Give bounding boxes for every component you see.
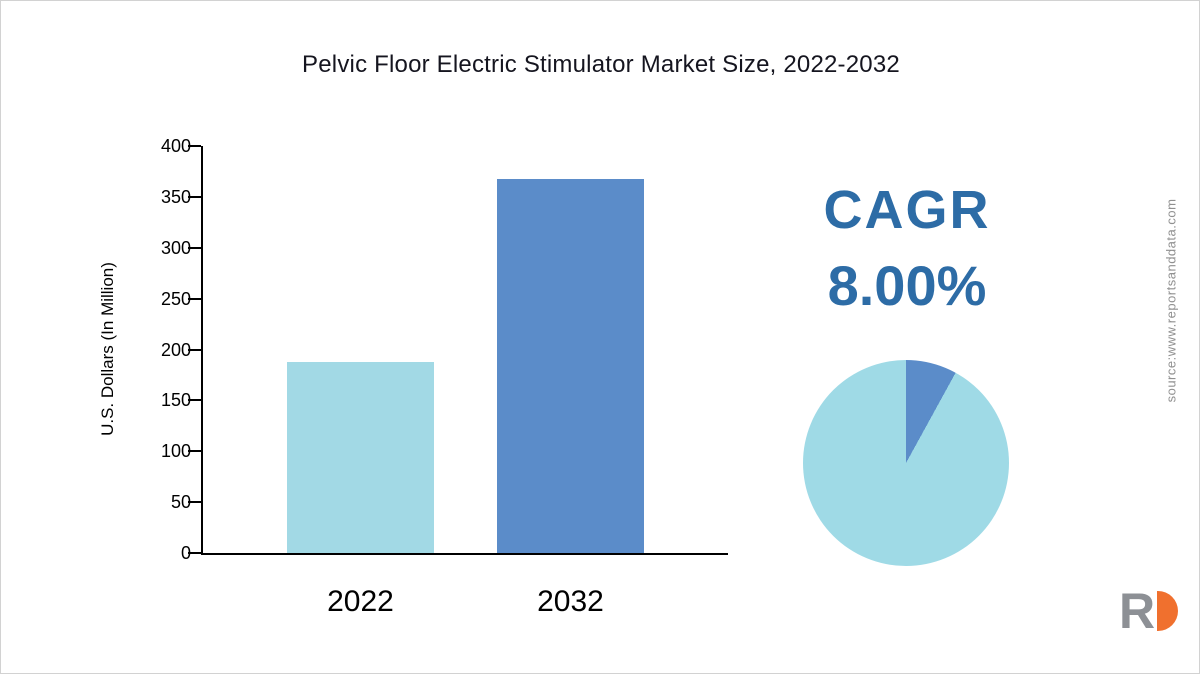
x-axis-label-2032: 2032 bbox=[537, 585, 604, 618]
cagr-block: CAGR 8.00% bbox=[762, 179, 1052, 318]
y-axis-tick-label: 300 bbox=[160, 237, 191, 258]
cagr-value: 8.00% bbox=[827, 254, 987, 317]
y-axis-tick bbox=[188, 297, 201, 300]
y-axis-tick-label: 50 bbox=[170, 492, 191, 513]
y-axis-tick-label: 0 bbox=[180, 543, 191, 563]
bar-2032 bbox=[497, 178, 644, 553]
y-axis-label: U.S. Dollars (In Million) bbox=[98, 262, 117, 436]
y-axis-tick bbox=[188, 348, 201, 351]
y-axis-tick bbox=[188, 145, 201, 147]
y-axis-tick-label: 400 bbox=[160, 136, 191, 156]
bar-plot-area: 0 50 100 150 200 250 300 350 400 2022 2032 bbox=[161, 136, 728, 618]
source-watermark: source:www.reportsanddata.com bbox=[1163, 198, 1179, 403]
logo-letter-r: R bbox=[1119, 583, 1156, 639]
chart-title: Pelvic Floor Electric Stimulator Market … bbox=[302, 51, 900, 78]
y-axis-tick-label: 150 bbox=[160, 390, 191, 411]
cagr-label: CAGR bbox=[823, 180, 991, 240]
bar-2022 bbox=[287, 361, 434, 553]
logo-d-shape bbox=[1157, 591, 1179, 631]
y-axis-tick bbox=[188, 450, 201, 453]
y-axis-tick bbox=[188, 246, 201, 249]
cagr-pie-chart bbox=[803, 360, 1009, 566]
y-axis-tick-label: 200 bbox=[160, 339, 191, 360]
reportsanddata-logo: R bbox=[1119, 583, 1179, 639]
y-axis-tick bbox=[188, 399, 201, 402]
y-axis-tick bbox=[188, 195, 201, 198]
y-axis-tick bbox=[188, 552, 201, 554]
y-axis-tick-label: 250 bbox=[160, 288, 191, 309]
x-axis-label-2022: 2022 bbox=[327, 585, 394, 618]
y-axis-tick-label: 350 bbox=[160, 186, 191, 207]
y-axis-tick bbox=[188, 501, 201, 504]
y-axis-tick-label: 100 bbox=[160, 441, 191, 462]
